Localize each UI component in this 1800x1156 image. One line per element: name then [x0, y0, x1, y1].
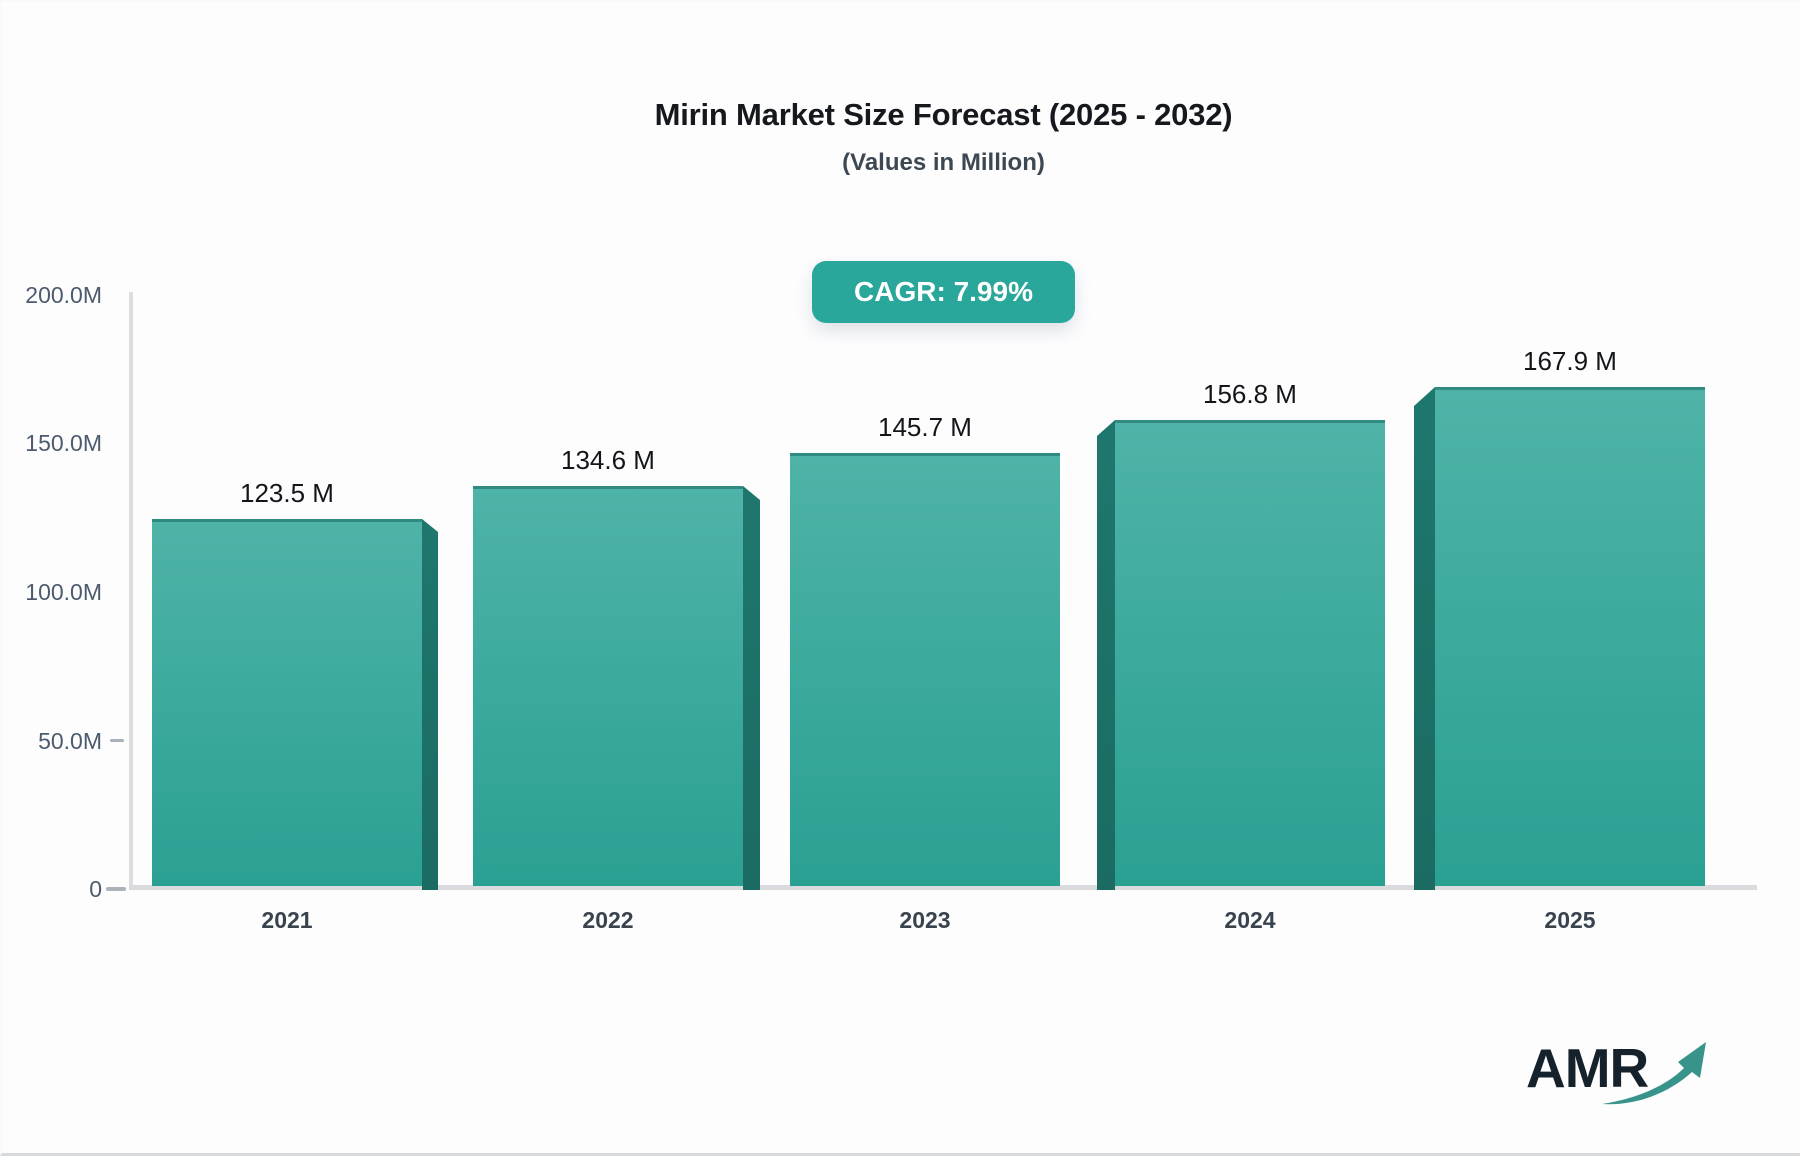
bar-value-label: 123.5 M: [240, 478, 334, 508]
bar-side-2024: [1097, 420, 1115, 890]
bar-value-label: 167.9 M: [1523, 346, 1617, 376]
bar-top-edge: [152, 519, 422, 522]
y-axis-label: 150.0M: [25, 430, 102, 456]
bar-2021: [152, 519, 422, 886]
bar-value-label: 134.6 M: [561, 445, 655, 475]
bar-top-edge: [473, 486, 743, 489]
y-axis-label: 100.0M: [25, 579, 102, 605]
bar-2023: [790, 453, 1060, 886]
bar-top-edge: [1435, 387, 1705, 390]
amr-logo-text: AMR: [1526, 1037, 1649, 1099]
cagr-badge: CAGR: 7.99%: [812, 261, 1075, 323]
bar-2022: [473, 486, 743, 886]
bar-value-label: 156.8 M: [1203, 379, 1297, 409]
y-axis-label: 200.0M: [25, 282, 102, 308]
chart-header: Mirin Market Size Forecast (2025 - 2032)…: [130, 2, 1757, 323]
bar-top-edge: [1115, 420, 1385, 423]
x-axis-label-2025: 2025: [1544, 907, 1596, 933]
y-axis-tick: [110, 739, 124, 742]
y-axis-tick: [106, 887, 126, 891]
x-axis-label-2024: 2024: [1224, 907, 1276, 933]
bar-2024: [1115, 420, 1385, 886]
bar-side-2022: [743, 486, 760, 890]
bar-2025: [1435, 387, 1705, 886]
bar-top-edge: [790, 453, 1060, 456]
growth-arrow-icon: [1602, 1042, 1706, 1105]
x-axis-label-2023: 2023: [899, 907, 951, 933]
bar-value-label: 145.7 M: [878, 412, 972, 442]
amr-logo: AMR: [1512, 1020, 1732, 1120]
y-axis-label: 50.0M: [38, 728, 102, 754]
x-axis-label-2021: 2021: [261, 907, 313, 933]
bar-side-2021: [422, 519, 438, 890]
bar-side-2025: [1414, 387, 1435, 890]
chart-title: Mirin Market Size Forecast (2025 - 2032): [654, 97, 1233, 132]
y-axis-label: 0: [89, 876, 102, 902]
chart-subtitle: (Values in Million): [842, 149, 1045, 176]
y-axis-line: [129, 292, 133, 889]
x-axis-line: [129, 885, 1757, 890]
x-axis-label-2022: 2022: [582, 907, 634, 933]
